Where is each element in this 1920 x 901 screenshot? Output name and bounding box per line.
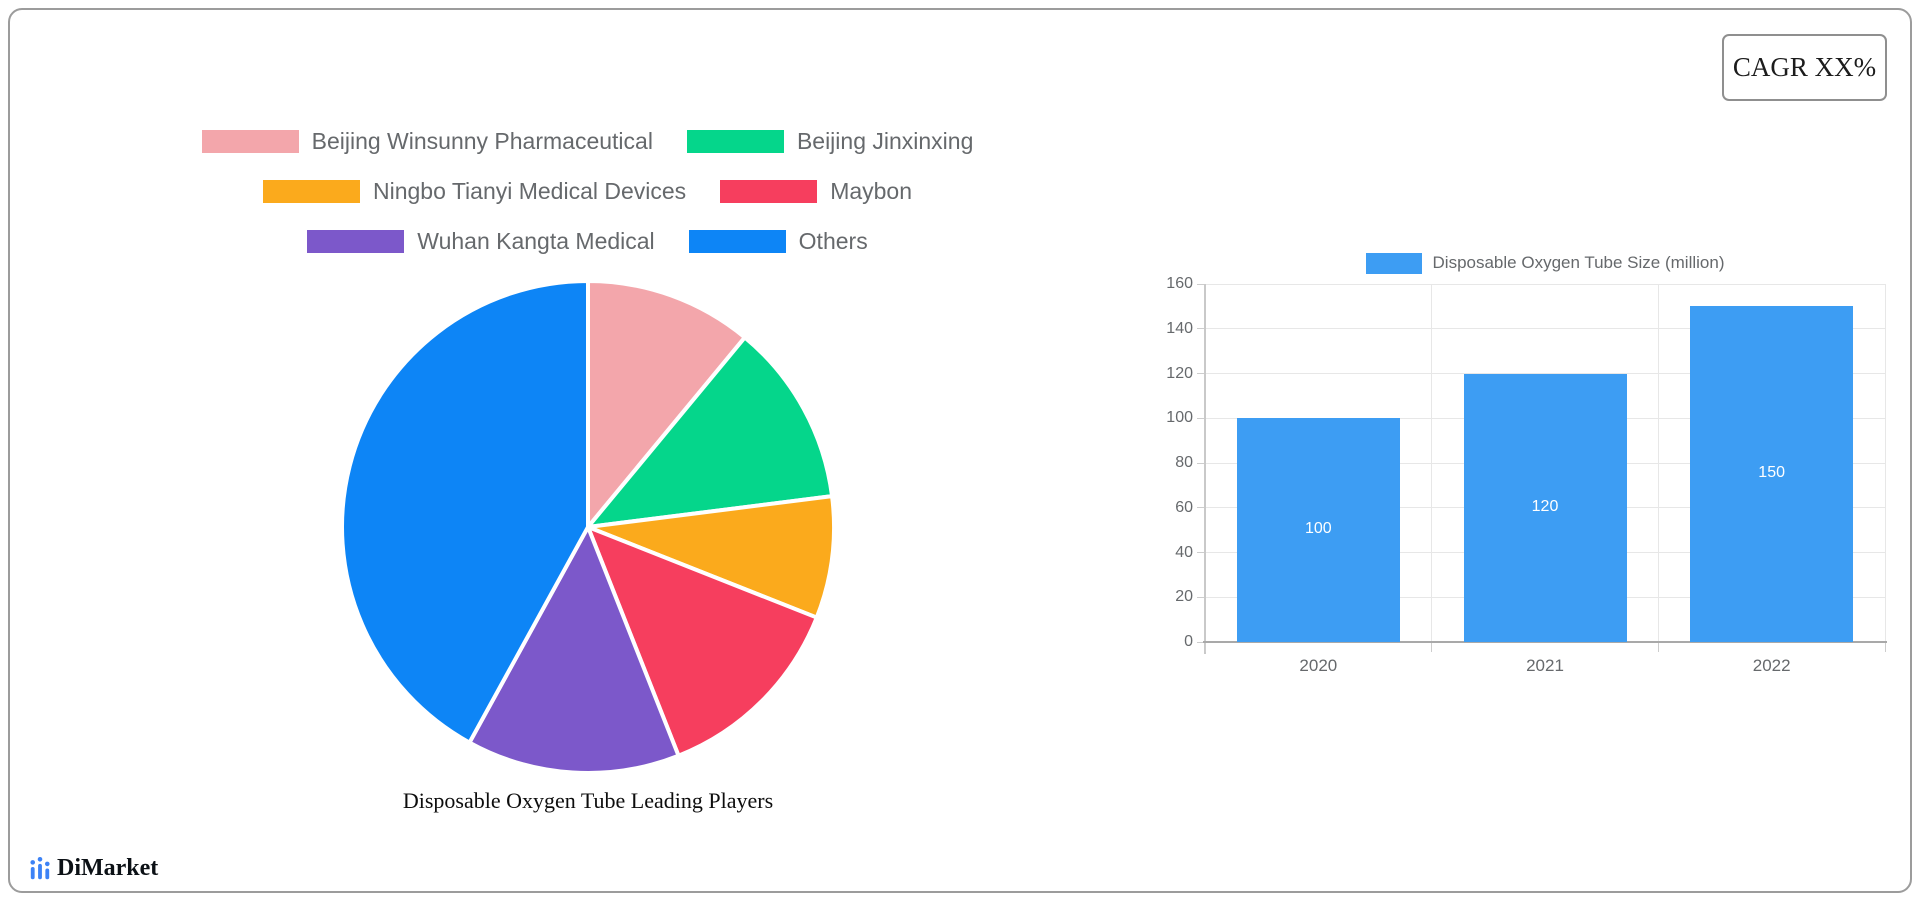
y-axis-label-160: 160 (1166, 275, 1193, 292)
bar-chart-plot-area: 0 20 40 60 80 100 120 140 160 100 2020 120 2021 150 20… (1166, 275, 1887, 675)
pie-legend: Beijing Winsunny Pharmaceutical Beijing J… (130, 116, 1045, 266)
pie-legend-item-ningbo-tianyi-medical-devices: Ningbo Tianyi Medical Devices (262, 177, 687, 205)
gridline-140 (1205, 328, 1885, 330)
y-tick-20 (1197, 596, 1205, 598)
y-tick-120 (1197, 373, 1205, 374)
gridline-v-1 (1431, 284, 1433, 642)
pie-slice-beijing-jinxinxing (586, 335, 835, 529)
y-axis-label-80: 80 (1175, 454, 1193, 471)
x-tick-3 (1884, 643, 1886, 652)
x-tick-1 (1431, 643, 1433, 652)
legend-swatch-beijing-jinxinxing (686, 129, 784, 153)
pie-legend-item-maybon: Maybon (720, 178, 912, 205)
x-tick-2 (1657, 643, 1659, 652)
gridline-160 (1205, 283, 1885, 285)
bar-2022 (1690, 306, 1854, 642)
y-tick-60 (1197, 507, 1205, 509)
y-tick-40 (1197, 552, 1205, 553)
pie-chart (340, 279, 836, 775)
legend-label-wuhan-kangta-medical: Wuhan Kangta Medical (417, 227, 655, 254)
legend-swatch-wuhan-kangta-medical (307, 229, 405, 253)
legend-swatch-maybon (720, 179, 818, 203)
bar-legend-label: Disposable Oxygen Tube Size (million) (1432, 253, 1725, 272)
x-tick-0 (1204, 643, 1206, 652)
pie-legend-item-wuhan-kangta-medical: Wuhan Kangta Medical (307, 227, 655, 255)
pie-legend-row: Ningbo Tianyi Medical Devices Maybon (130, 166, 1045, 216)
x-axis-label-2021: 2021 (1526, 656, 1564, 675)
bar-2021 (1463, 373, 1627, 642)
legend-swatch-beijing-winsunny-pharmaceutical (201, 129, 299, 153)
bar-legend-swatch (1365, 252, 1422, 274)
y-tick-0 (1197, 641, 1205, 643)
pie-legend-item-others: Others (688, 227, 868, 255)
y-axis-label-40: 40 (1175, 543, 1193, 561)
y-axis-label-120: 120 (1166, 364, 1193, 382)
bar-2020 (1236, 418, 1400, 642)
pie-slice-beijing-winsunny-pharmaceutical (586, 279, 747, 529)
y-tick-140 (1197, 328, 1205, 330)
bar-value-label-2021: 120 (1531, 497, 1559, 515)
pie-slice-maybon (586, 525, 819, 758)
y-axis-line (1204, 284, 1206, 654)
legend-label-others: Others (798, 227, 868, 254)
y-tick-100 (1197, 417, 1205, 419)
y-tick-160 (1197, 283, 1205, 285)
x-axis-label-2020: 2020 (1299, 656, 1338, 675)
legend-swatch-ningbo-tianyi-medical-devices (262, 179, 360, 203)
gridline-v-2 (1657, 284, 1659, 642)
x-axis-label-2022: 2022 (1752, 656, 1791, 675)
bar-value-label-2020: 100 (1304, 520, 1332, 538)
legend-label-ningbo-tianyi-medical-devices: Ningbo Tianyi Medical Devices (372, 177, 687, 204)
y-axis-label-20: 20 (1175, 588, 1193, 606)
y-axis-label-140: 140 (1166, 319, 1193, 337)
y-tick-80 (1197, 462, 1205, 464)
legend-swatch-others (688, 229, 786, 253)
y-axis-label-60: 60 (1175, 498, 1193, 516)
cagr-badge: CAGR XX% (1722, 34, 1887, 101)
pie-legend-row: Wuhan Kangta Medical Others (130, 216, 1045, 266)
cagr-label: CAGR XX% (1732, 52, 1877, 82)
y-axis-label-100: 100 (1166, 409, 1193, 427)
x-axis-line (1203, 641, 1887, 643)
brand-logo: DiMarket (30, 855, 158, 882)
bar-legend: Disposable Oxygen Tube Size (million) (1205, 250, 1885, 276)
pie-legend-item-beijing-winsunny-pharmaceutical: Beijing Winsunny Pharmaceutical (201, 127, 653, 155)
legend-label-beijing-jinxinxing: Beijing Jinxinxing (796, 127, 974, 154)
pie-legend-row: Beijing Winsunny Pharmaceutical Beijing J… (130, 116, 1045, 166)
pie-slice-others (340, 279, 590, 745)
bar-chart-icon (30, 857, 50, 880)
pie-slice-wuhan-kangta-medical (467, 525, 681, 775)
gridline-v-3 (1884, 284, 1886, 642)
pie-slice-ningbo-tianyi-medical-devices (586, 494, 836, 620)
pie-chart-title: Disposable Oxygen Tube Leading Players (402, 788, 774, 813)
legend-label-beijing-winsunny-pharmaceutical: Beijing Winsunny Pharmaceutical (311, 127, 653, 154)
brand-name: DiMarket (57, 855, 159, 881)
y-axis-label-0: 0 (1184, 633, 1193, 650)
pie-legend-item-beijing-jinxinxing: Beijing Jinxinxing (686, 127, 974, 155)
bar-value-label-2022: 150 (1758, 464, 1785, 482)
legend-label-maybon: Maybon (830, 177, 913, 204)
